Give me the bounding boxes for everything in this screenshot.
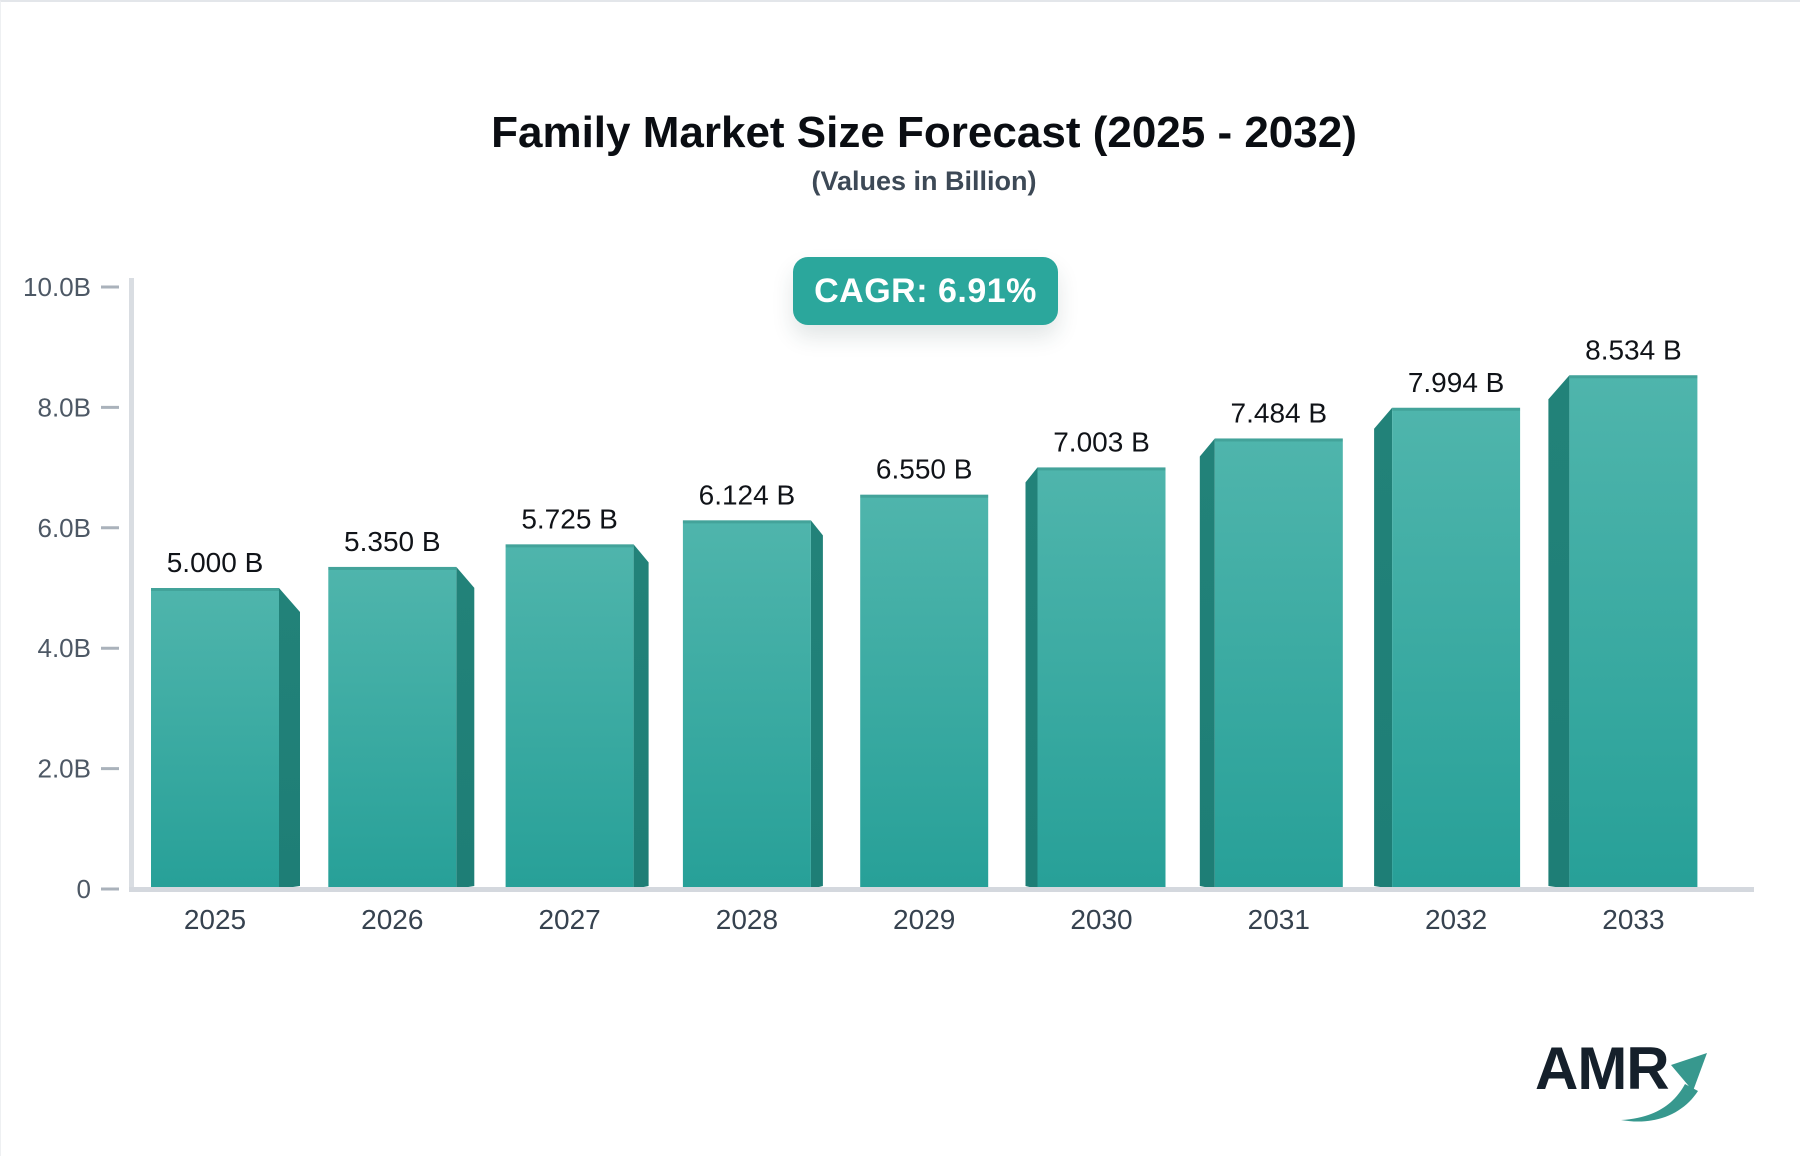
bar: 6.550 B 2029 bbox=[860, 454, 989, 935]
bars-group: 5.000 B 2025 5.350 B 2026 5.725 B 2027 6.124 B… bbox=[151, 334, 1698, 935]
bar-face bbox=[1214, 438, 1343, 889]
amr-logo-text: AMR bbox=[1535, 1035, 1670, 1102]
bar-value-label: 6.550 B bbox=[876, 454, 973, 485]
bar-face bbox=[328, 566, 457, 889]
y-tick-label: 2.0B bbox=[38, 754, 92, 784]
growth-arrow-icon bbox=[1621, 1053, 1707, 1122]
bar-side-face bbox=[1025, 467, 1038, 889]
x-category-label: 2027 bbox=[538, 904, 600, 935]
y-tick-label: 4.0B bbox=[38, 633, 92, 663]
bar-value-label: 7.484 B bbox=[1231, 397, 1328, 428]
bar-top-edge bbox=[1569, 375, 1698, 379]
x-category-label: 2030 bbox=[1070, 904, 1132, 935]
bar-value-label: 7.994 B bbox=[1408, 367, 1505, 398]
bar-value-label: 5.350 B bbox=[344, 526, 441, 557]
bar: 5.350 B 2026 bbox=[328, 526, 475, 935]
bar-top-edge bbox=[505, 544, 634, 548]
bar-value-label: 6.124 B bbox=[699, 479, 796, 510]
bar-side-face bbox=[456, 566, 475, 889]
x-category-label: 2033 bbox=[1602, 904, 1664, 935]
bar-side-face bbox=[1374, 407, 1393, 889]
bar: 5.000 B 2025 bbox=[151, 547, 300, 935]
bar-face bbox=[860, 494, 989, 889]
x-category-label: 2025 bbox=[184, 904, 246, 935]
y-tick-label: 0 bbox=[77, 874, 91, 904]
bar-top-edge bbox=[1214, 438, 1343, 442]
bar-side-face bbox=[810, 520, 823, 889]
bar-value-label: 5.725 B bbox=[521, 503, 618, 534]
bar: 5.725 B 2027 bbox=[505, 503, 649, 935]
amr-logo: AMR bbox=[1531, 1032, 1761, 1142]
bar-side-face bbox=[279, 588, 300, 889]
bar-top-edge bbox=[328, 566, 457, 570]
bar-top-edge bbox=[682, 520, 811, 524]
bar-face bbox=[682, 520, 811, 889]
x-category-label: 2029 bbox=[893, 904, 955, 935]
bar: 6.124 B 2028 bbox=[682, 479, 823, 935]
bar-value-label: 8.534 B bbox=[1585, 334, 1682, 365]
cagr-badge-label: CAGR: 6.91% bbox=[814, 271, 1037, 310]
chart-subtitle: (Values in Billion) bbox=[811, 166, 1037, 196]
bar-top-edge bbox=[1037, 467, 1166, 471]
bar-face bbox=[1569, 375, 1698, 890]
bar: 7.484 B 2031 bbox=[1199, 397, 1343, 935]
bar-top-edge bbox=[860, 494, 989, 498]
bar-top-edge bbox=[151, 588, 279, 591]
x-category-label: 2032 bbox=[1425, 904, 1487, 935]
bar-face bbox=[1037, 467, 1166, 889]
bar-value-label: 7.003 B bbox=[1053, 426, 1150, 457]
bar-face bbox=[1392, 407, 1521, 889]
y-tick-label: 10.0B bbox=[23, 272, 91, 302]
x-category-label: 2031 bbox=[1248, 904, 1310, 935]
cagr-badge: CAGR: 6.91% bbox=[793, 257, 1058, 325]
bar: 7.994 B 2032 bbox=[1374, 367, 1521, 935]
bar-top-edge bbox=[1392, 407, 1521, 411]
bar-side-face bbox=[1199, 438, 1215, 889]
y-tick-label: 8.0B bbox=[38, 392, 92, 422]
x-category-label: 2026 bbox=[361, 904, 423, 935]
bar: 7.003 B 2030 bbox=[1025, 426, 1166, 935]
y-tick-label: 6.0B bbox=[38, 513, 92, 543]
bar-side-face bbox=[1548, 375, 1570, 890]
bar-value-label: 5.000 B bbox=[167, 547, 264, 578]
bar-face bbox=[505, 544, 634, 889]
x-category-label: 2028 bbox=[716, 904, 778, 935]
bar-side-face bbox=[633, 544, 649, 889]
chart-title: Family Market Size Forecast (2025 - 2032… bbox=[491, 108, 1357, 157]
bar-face bbox=[151, 588, 279, 889]
bar: 8.534 B 2033 bbox=[1548, 334, 1698, 935]
